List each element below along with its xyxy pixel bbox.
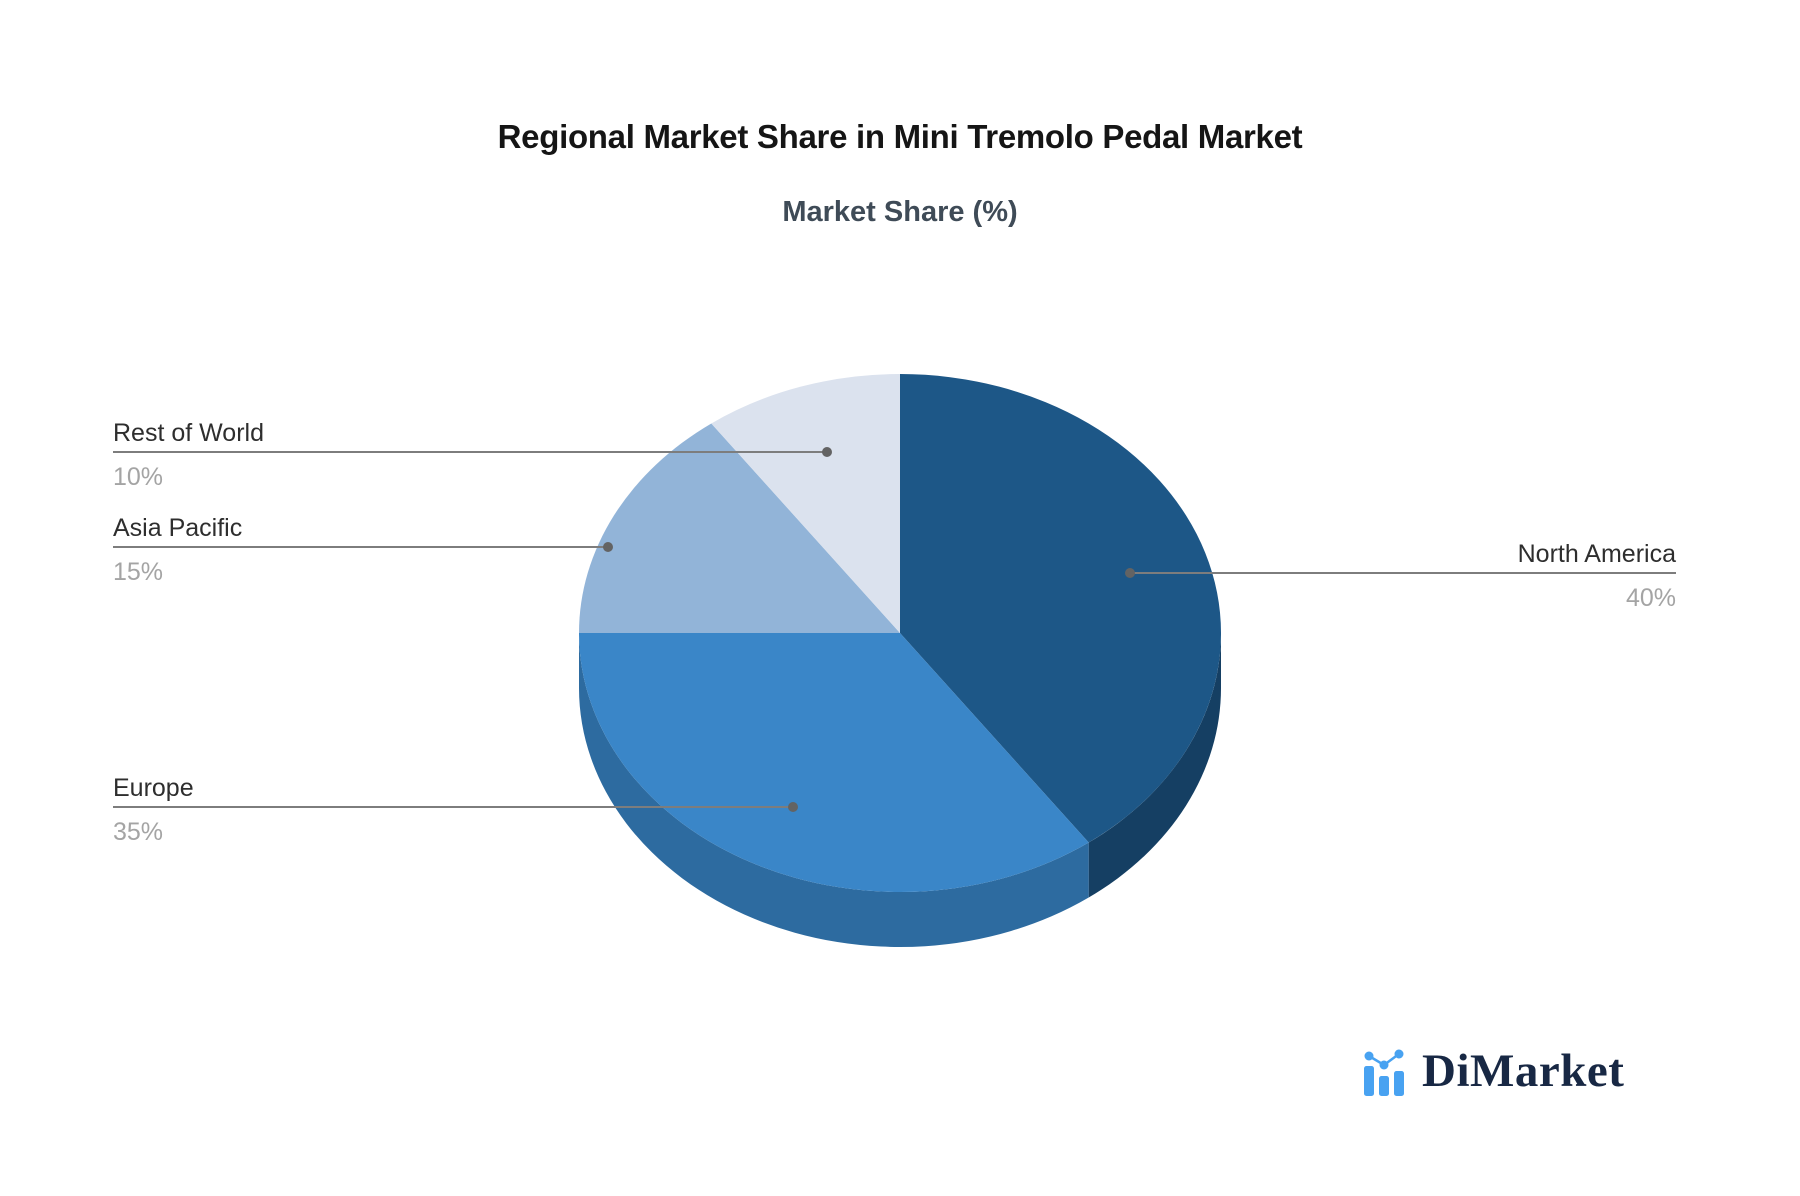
- brand-logo: DiMarket: [1364, 1044, 1624, 1098]
- slice-label-europe: Europe: [113, 774, 194, 802]
- pie-slice-north-america: [900, 374, 1222, 843]
- connector-dot-asia-pacific: [603, 542, 613, 552]
- pie-slice-rest-of-world: [711, 374, 900, 633]
- brand-name: DiMarket: [1422, 1045, 1625, 1097]
- connector-dot-rest-of-world: [822, 447, 832, 457]
- connector-dot-north-america: [1125, 568, 1135, 578]
- slice-percent-rest-of-world: 10%: [113, 463, 164, 491]
- slice-percent-europe: 35%: [113, 818, 164, 846]
- slice-percent-north-america: 40%: [1625, 584, 1676, 612]
- pie-slice-europe: [579, 633, 1089, 892]
- slice-label-north-america: North America: [1517, 540, 1676, 568]
- chart-subtitle: Market Share (%): [782, 196, 1018, 228]
- pie-slice-side-north-america: [1088, 633, 1221, 898]
- callout-asia-pacific: Asia Pacific 15%: [113, 513, 242, 587]
- callout-rest-of-world: Rest of World 10%: [113, 418, 264, 492]
- slice-label-rest-of-world: Rest of World: [113, 419, 264, 447]
- pie-slice-asia-pacific: [579, 423, 900, 633]
- slice-percent-asia-pacific: 15%: [113, 558, 164, 586]
- callout-north-america: North America 40%: [1276, 539, 1676, 613]
- pie-slice-side-europe: [579, 633, 1089, 947]
- bar-chart-icon: [1364, 1049, 1404, 1096]
- slice-label-asia-pacific: Asia Pacific: [113, 514, 243, 542]
- connector-dot-europe: [788, 802, 798, 812]
- callout-europe: Europe 35%: [113, 773, 194, 847]
- chart-title: Regional Market Share in Mini Tremolo Pe…: [497, 118, 1303, 155]
